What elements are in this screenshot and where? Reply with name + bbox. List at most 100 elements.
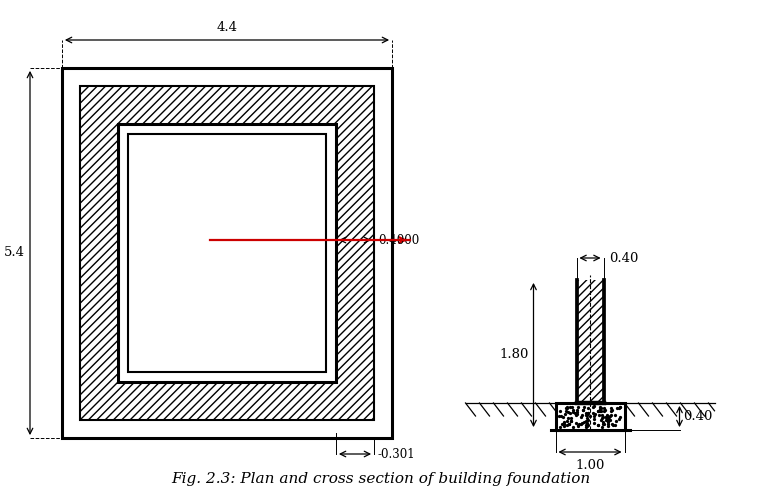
Point (554, 422, 566, 430)
Point (581, 410, 593, 418)
Text: Fig. 2.3: Plan and cross section of building foundation: Fig. 2.3: Plan and cross section of buil… (171, 472, 591, 486)
Point (580, 420, 592, 428)
Point (594, 407, 607, 415)
Point (580, 410, 592, 418)
Point (592, 420, 604, 428)
Point (601, 417, 613, 425)
Point (560, 404, 572, 411)
Point (582, 404, 594, 412)
Point (578, 418, 591, 426)
Point (610, 421, 622, 429)
Point (594, 404, 607, 412)
Bar (62, 68, 392, 438)
Point (607, 421, 619, 429)
Point (613, 403, 626, 411)
Point (592, 422, 604, 430)
Point (582, 416, 594, 424)
Text: 0.40: 0.40 (684, 410, 713, 423)
Point (567, 406, 579, 413)
Point (576, 412, 588, 420)
Point (595, 422, 607, 430)
Point (562, 414, 575, 422)
Point (597, 414, 609, 422)
Point (604, 406, 616, 414)
Point (592, 407, 604, 415)
Point (603, 415, 615, 423)
Point (597, 406, 610, 414)
Point (562, 420, 575, 428)
Text: 1.80: 1.80 (499, 348, 529, 362)
Point (575, 412, 587, 420)
Point (565, 409, 577, 417)
Point (580, 422, 592, 430)
Point (558, 418, 570, 426)
Point (565, 414, 578, 422)
Point (614, 412, 626, 420)
Point (600, 413, 613, 421)
Point (581, 420, 594, 428)
Point (597, 418, 609, 426)
Point (600, 406, 612, 413)
Point (558, 420, 570, 428)
Point (588, 412, 600, 420)
Point (571, 410, 583, 418)
Point (604, 416, 616, 424)
Point (605, 412, 617, 420)
Point (573, 420, 585, 428)
Point (567, 408, 579, 416)
Point (588, 409, 600, 417)
Point (559, 422, 571, 430)
Point (556, 420, 568, 428)
Point (593, 411, 605, 419)
Bar (128, 134, 326, 372)
Point (562, 408, 575, 416)
Point (597, 404, 610, 411)
Point (563, 420, 575, 428)
Point (597, 420, 609, 428)
Point (606, 420, 618, 428)
Text: -0.301: -0.301 (377, 448, 415, 460)
Point (588, 402, 600, 410)
Text: 5.4: 5.4 (4, 246, 25, 260)
Point (559, 408, 572, 416)
Point (601, 413, 613, 421)
Point (598, 420, 610, 428)
Bar (577, 280, 604, 403)
Point (597, 412, 609, 420)
Point (602, 420, 614, 428)
Point (565, 418, 577, 426)
Point (570, 419, 582, 427)
Point (575, 420, 588, 428)
Point (609, 411, 621, 419)
Point (588, 403, 600, 411)
Point (604, 412, 616, 420)
Text: 4.4: 4.4 (216, 21, 238, 34)
Point (561, 403, 573, 411)
Point (605, 404, 617, 412)
Point (581, 419, 593, 427)
Point (571, 406, 583, 414)
Point (576, 406, 588, 414)
Point (565, 417, 577, 425)
Point (576, 420, 588, 428)
Point (601, 410, 613, 418)
Point (594, 406, 607, 414)
Point (588, 415, 600, 423)
Point (581, 422, 593, 430)
Point (572, 422, 584, 430)
Point (602, 416, 614, 424)
Point (581, 409, 594, 417)
Point (572, 421, 584, 429)
Point (600, 416, 613, 424)
Point (569, 409, 581, 417)
Point (584, 412, 596, 420)
Point (597, 411, 609, 419)
Point (581, 410, 593, 418)
Text: section: section (256, 220, 304, 233)
Point (572, 402, 584, 410)
Point (588, 419, 600, 427)
Point (577, 406, 589, 413)
Point (601, 422, 613, 430)
Point (610, 416, 622, 424)
Point (600, 416, 613, 424)
